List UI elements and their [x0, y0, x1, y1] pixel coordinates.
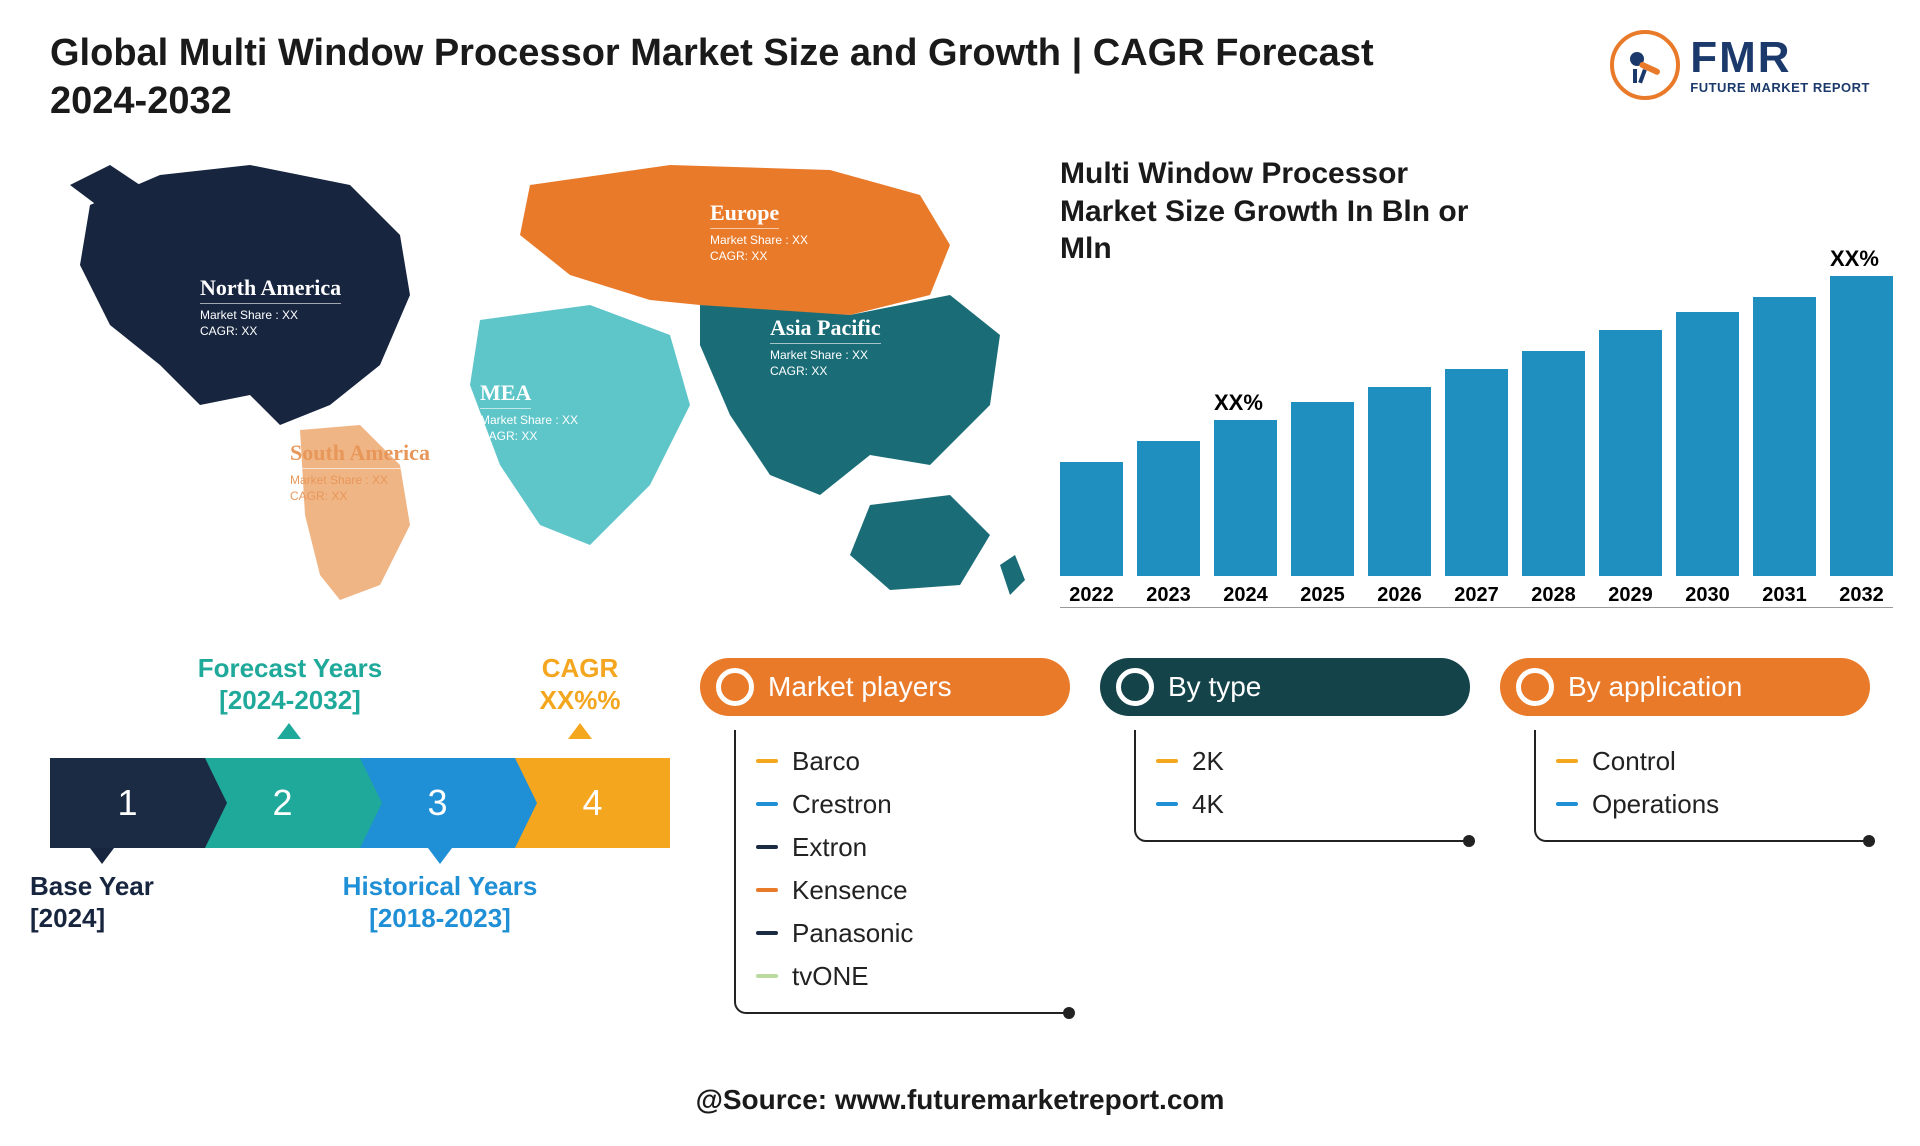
cagr-label: CAGR XX%%: [510, 652, 650, 717]
bar-year-label: 2032: [1839, 584, 1884, 607]
timeline-row: 1234: [50, 758, 670, 848]
bar: XX%2032: [1830, 276, 1893, 607]
tick-icon: [756, 931, 778, 935]
forecast-label: Forecast Years [2024-2032]: [165, 652, 415, 717]
list-item: Kensence: [736, 869, 1070, 912]
section-list: Barco Crestron Extron Kensence Panasonic tvON…: [734, 730, 1070, 1014]
bar-year-label: 2025: [1300, 584, 1345, 607]
map-svg: [50, 145, 1030, 605]
list-item: Crestron: [736, 783, 1070, 826]
list-item-label: Barco: [792, 746, 860, 777]
section-list: Control Operations: [1534, 730, 1870, 842]
tick-icon: [1556, 759, 1578, 763]
list-item-label: 2K: [1192, 746, 1224, 777]
bar-year-label: 2022: [1069, 584, 1114, 607]
tick-icon: [1156, 759, 1178, 763]
by-application-section: By application Control Operations: [1500, 658, 1870, 842]
section-list: 2K4K: [1134, 730, 1470, 842]
bar: 2029: [1599, 330, 1662, 607]
list-item: Operations: [1536, 783, 1870, 826]
list-item: Extron: [736, 826, 1070, 869]
tick-icon: [1556, 802, 1578, 806]
logo-fmr-text: FMR: [1690, 36, 1870, 80]
list-item: 2K: [1136, 740, 1470, 783]
bar-year-label: 2028: [1531, 584, 1576, 607]
list-item-label: 4K: [1192, 789, 1224, 820]
list-item-label: Operations: [1592, 789, 1719, 820]
list-item: Panasonic: [736, 912, 1070, 955]
list-item: Barco: [736, 740, 1070, 783]
timeline: Forecast Years [2024-2032] CAGR XX%% 123…: [50, 658, 670, 848]
bar-year-label: 2026: [1377, 584, 1422, 607]
list-item: tvONE: [736, 955, 1070, 998]
region-label: Asia PacificMarket Share : XXCAGR: XX: [770, 315, 881, 379]
fmr-logo: FMR FUTURE MARKET REPORT: [1610, 30, 1870, 100]
bar: XX%2024: [1214, 420, 1277, 607]
list-item-label: Crestron: [792, 789, 892, 820]
base-label: Base Year [2024]: [30, 870, 210, 935]
section-pill: By type: [1100, 658, 1470, 716]
bar: 2030: [1676, 312, 1739, 607]
bar-year-label: 2030: [1685, 584, 1730, 607]
list-item-label: Control: [1592, 746, 1676, 777]
bar: 2025: [1291, 402, 1354, 607]
timeline-segment: 2: [205, 758, 360, 848]
list-item-label: Kensence: [792, 875, 908, 906]
timeline-segment: 3: [360, 758, 515, 848]
logo-sub-text: FUTURE MARKET REPORT: [1690, 80, 1870, 95]
world-map: North AmericaMarket Share : XXCAGR: XX So…: [50, 145, 1030, 605]
region-label: MEAMarket Share : XXCAGR: XX: [480, 380, 578, 444]
tick-icon: [756, 888, 778, 892]
page-title: Global Multi Window Processor Market Siz…: [50, 30, 1450, 125]
tick-icon: [756, 974, 778, 978]
bar-annotation: XX%: [1214, 390, 1263, 416]
by-type-section: By type2K4K: [1100, 658, 1470, 842]
tick-icon: [756, 759, 778, 763]
bar-year-label: 2029: [1608, 584, 1653, 607]
bar-year-label: 2027: [1454, 584, 1499, 607]
timeline-segment: 4: [515, 758, 670, 848]
timeline-segment: 1: [50, 758, 205, 848]
bar-year-label: 2031: [1762, 584, 1807, 607]
bars-container: 20222023XX%20242025202620272028202920302…: [1060, 288, 1893, 608]
bar-annotation: XX%: [1830, 246, 1879, 272]
bar-year-label: 2024: [1223, 584, 1268, 607]
list-item: 4K: [1136, 783, 1470, 826]
section-pill: By application: [1500, 658, 1870, 716]
chart-title: Multi Window Processor Market Size Growt…: [1060, 155, 1480, 268]
bar: 2031: [1753, 297, 1816, 607]
tick-icon: [756, 845, 778, 849]
market-players-section: Market players Barco Crestron Extron Kensenc…: [700, 658, 1070, 1014]
bar-year-label: 2023: [1146, 584, 1191, 607]
tick-icon: [1156, 802, 1178, 806]
bar: 2022: [1060, 462, 1123, 607]
list-item-label: tvONE: [792, 961, 869, 992]
telescope-icon: [1610, 30, 1680, 100]
list-item-label: Panasonic: [792, 918, 913, 949]
bar: 2028: [1522, 351, 1585, 607]
historical-label: Historical Years [2018-2023]: [310, 870, 570, 935]
bar: 2027: [1445, 369, 1508, 607]
bar-chart: Multi Window Processor Market Size Growt…: [1060, 145, 1893, 608]
source-text: @Source: www.futuremarketreport.com: [0, 1084, 1920, 1116]
bar: 2023: [1137, 441, 1200, 607]
tick-icon: [756, 802, 778, 806]
region-label: North AmericaMarket Share : XXCAGR: XX: [200, 275, 341, 339]
bar: 2026: [1368, 387, 1431, 607]
region-label: South AmericaMarket Share : XXCAGR: XX: [290, 440, 430, 504]
section-pill: Market players: [700, 658, 1070, 716]
list-item-label: Extron: [792, 832, 867, 863]
region-label: EuropeMarket Share : XXCAGR: XX: [710, 200, 808, 264]
list-item: Control: [1536, 740, 1870, 783]
